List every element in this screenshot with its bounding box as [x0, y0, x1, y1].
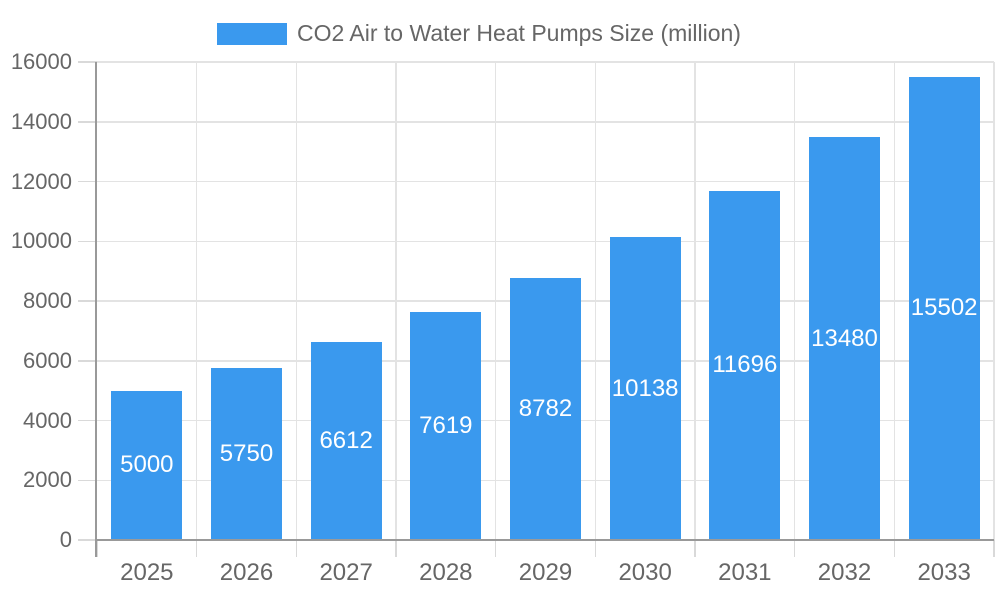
bar-2030: 10138: [609, 237, 681, 540]
y-tick-label: 2000: [23, 467, 72, 493]
bar-value-label: 8782: [518, 394, 573, 422]
h-gridline: [97, 61, 994, 63]
bar-value-label: 5750: [219, 440, 274, 468]
x-axis-tick: [395, 540, 397, 557]
h-gridline: [97, 180, 994, 183]
v-gridline: [793, 62, 796, 540]
bar-2025: 5000: [111, 390, 183, 540]
y-tick-label: 10000: [10, 228, 72, 254]
y-tick-label: 16000: [10, 49, 72, 74]
y-axis-line: [95, 62, 97, 557]
x-tick-label: 2026: [219, 559, 274, 586]
v-gridline: [395, 62, 397, 540]
y-tick-label: 6000: [23, 347, 72, 373]
v-gridline: [494, 62, 497, 540]
legend-item[interactable]: CO2 Air to Water Heat Pumps Size (millio…: [217, 20, 741, 47]
x-axis-tick: [793, 540, 796, 557]
bar-value-label: 5000: [120, 451, 174, 479]
y-axis-tick: [78, 121, 97, 123]
y-tick-label: 0: [59, 527, 72, 552]
x-axis-tick: [295, 540, 298, 557]
bar-2031: 11696: [709, 190, 781, 540]
y-tick-label: 12000: [10, 168, 72, 194]
x-tick-label: 2027: [319, 559, 373, 586]
x-tick-label: 2025: [120, 559, 174, 586]
y-tick-label: 4000: [23, 407, 72, 433]
y-axis-tick: [78, 360, 97, 362]
bar-2033: 15502: [908, 76, 980, 540]
x-axis-tick: [993, 540, 995, 557]
legend-swatch: [217, 22, 287, 45]
x-tick-label: 2030: [618, 559, 672, 586]
v-gridline: [694, 62, 696, 540]
bar-2028: 7619: [410, 312, 482, 540]
bar-value-label: 15502: [910, 294, 978, 322]
bar-value-label: 6612: [319, 427, 373, 455]
y-axis-tick: [78, 180, 97, 183]
v-gridline: [195, 62, 198, 540]
x-axis-tick: [195, 540, 198, 557]
x-tick-label: 2029: [518, 559, 573, 586]
v-gridline: [893, 62, 896, 540]
bar-value-label: 13480: [811, 324, 878, 352]
bar-2026: 5750: [211, 368, 282, 540]
y-axis-tick: [78, 61, 97, 63]
h-gridline: [97, 240, 994, 242]
x-tick-label: 2031: [718, 559, 772, 586]
x-axis-line: [95, 539, 994, 541]
h-gridline: [97, 121, 994, 123]
y-axis-tick: [78, 300, 97, 302]
bar-value-label: 11696: [712, 351, 778, 379]
x-tick-label: 2028: [419, 559, 473, 586]
v-gridline: [594, 62, 597, 540]
x-axis-tick: [694, 540, 696, 557]
y-axis-tick: [78, 419, 97, 422]
x-axis-tick: [594, 540, 597, 557]
bar-2032: 13480: [809, 137, 880, 540]
x-axis-tick: [494, 540, 497, 557]
v-gridline: [295, 62, 298, 540]
bar-value-label: 7619: [419, 412, 473, 440]
x-tick-label: 2032: [817, 559, 872, 586]
y-tick-label: 8000: [23, 288, 72, 313]
y-axis-tick: [78, 479, 97, 481]
x-axis-tick: [893, 540, 896, 557]
bar-value-label: 10138: [611, 374, 679, 402]
bar-2029: 8782: [510, 277, 581, 540]
x-axis-tick: [96, 540, 98, 557]
y-tick-label: 14000: [10, 108, 72, 134]
bar-2027: 6612: [310, 342, 382, 540]
legend-label: CO2 Air to Water Heat Pumps Size (millio…: [297, 20, 741, 46]
y-axis-tick: [78, 240, 97, 242]
y-axis-tick: [78, 539, 97, 541]
x-tick-label: 2033: [917, 559, 971, 586]
v-gridline: [993, 62, 995, 540]
